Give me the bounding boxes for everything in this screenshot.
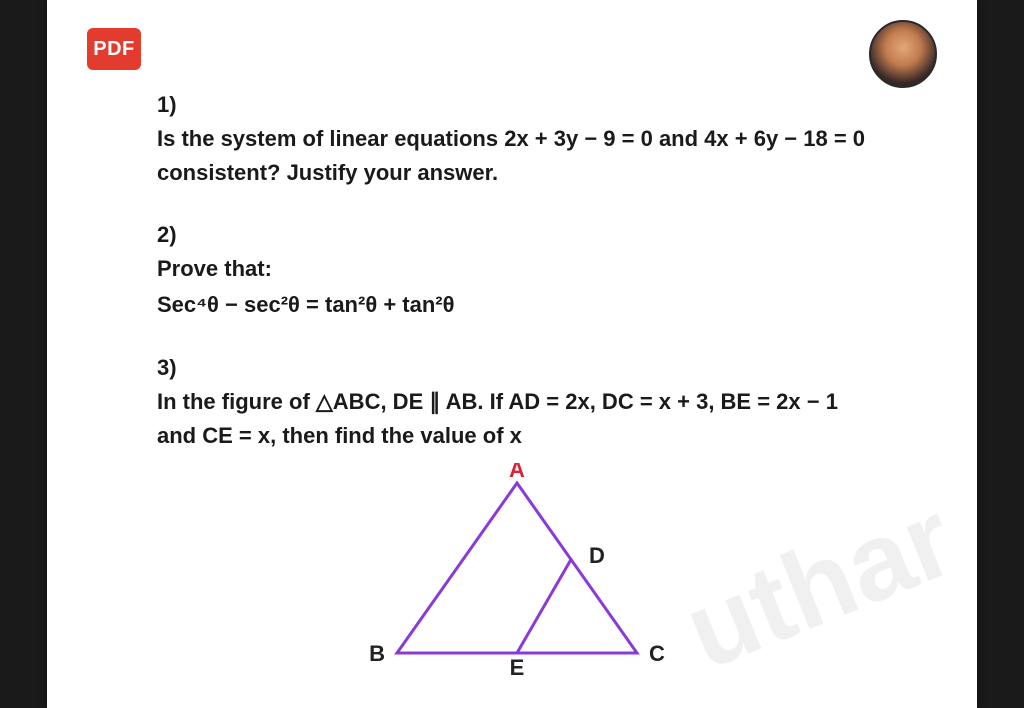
pdf-badge-label: PDF <box>93 38 135 61</box>
page-card: PDF 1) Is the system of linear equations… <box>47 0 977 708</box>
content-area: 1) Is the system of linear equations 2x … <box>157 88 917 708</box>
label-a: A <box>509 463 525 482</box>
header-row: PDF <box>47 0 977 90</box>
label-d: D <box>589 543 605 568</box>
triangle-svg: A B C D E <box>357 463 677 683</box>
q1-number: 1) <box>157 88 191 122</box>
question-2: 2) Prove that: Sec⁴θ − sec²θ = tan²θ + t… <box>157 218 917 322</box>
triangle-abc <box>397 483 637 653</box>
triangle-figure: A B C D E <box>157 463 877 683</box>
q1-text: Is the system of linear equations 2x + 3… <box>157 122 877 190</box>
pdf-badge: PDF <box>87 28 141 70</box>
q2-equation: Sec⁴θ − sec²θ = tan²θ + tan²θ <box>157 288 877 322</box>
avatar <box>869 20 937 88</box>
question-1: 1) Is the system of linear equations 2x … <box>157 88 917 190</box>
label-c: C <box>649 641 665 666</box>
question-3: 3) In the figure of △ABC, DE ∥ AB. If AD… <box>157 351 917 683</box>
q2-body: Prove that: Sec⁴θ − sec²θ = tan²θ + tan²… <box>157 252 877 322</box>
q2-number: 2) <box>157 218 191 252</box>
segment-de <box>517 559 571 653</box>
q3-text: In the figure of △ABC, DE ∥ AB. If AD = … <box>157 389 838 448</box>
q2-lead: Prove that: <box>157 256 272 281</box>
q3-number: 3) <box>157 351 191 385</box>
label-e: E <box>510 655 525 680</box>
label-b: B <box>369 641 385 666</box>
q3-body: In the figure of △ABC, DE ∥ AB. If AD = … <box>157 385 877 683</box>
